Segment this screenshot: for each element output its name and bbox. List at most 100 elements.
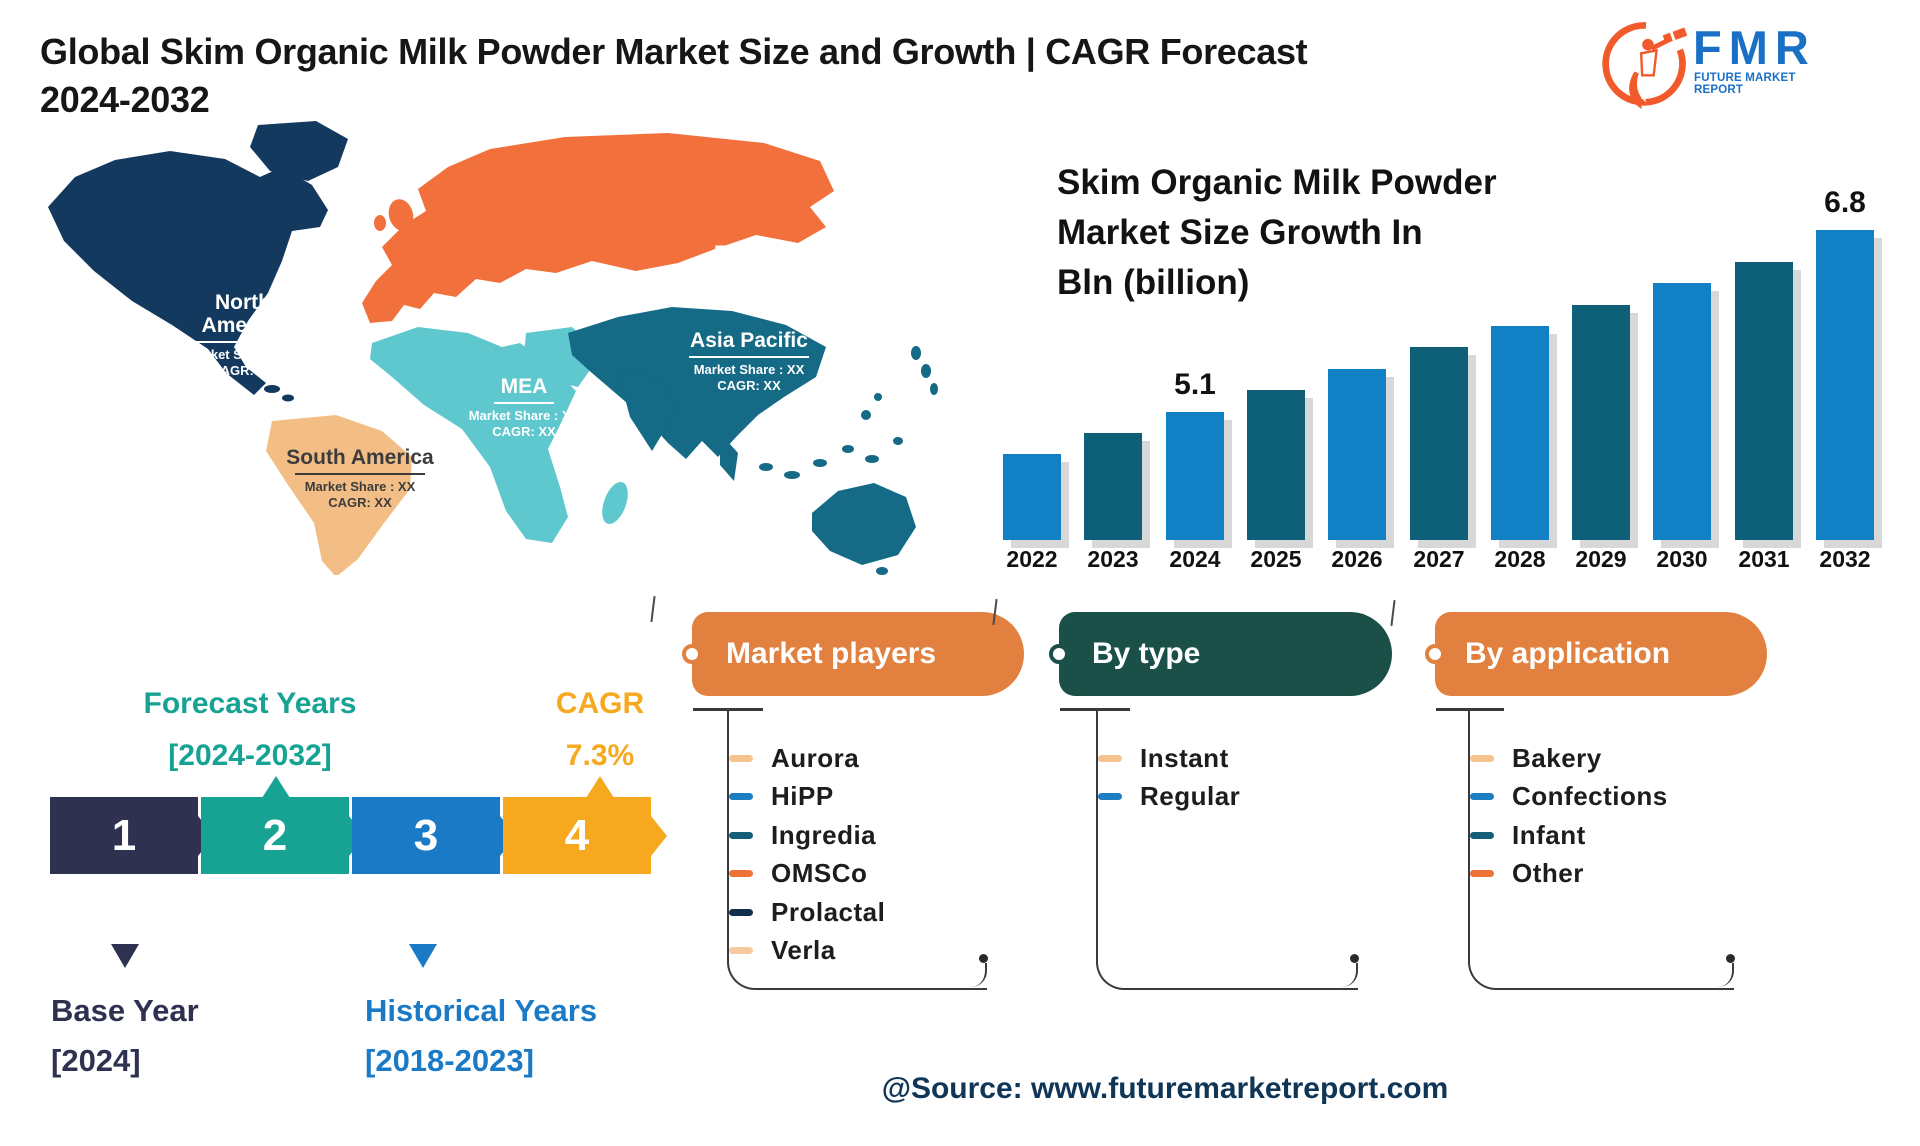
- region-market-share: Market Share : XX: [304, 478, 416, 494]
- cagr-arrow-up-icon: [586, 776, 614, 798]
- map-label-asia-pacific: Asia Pacific Market Share : XX CAGR: XX: [674, 329, 824, 394]
- pill-string: [650, 595, 656, 623]
- timeline-segment-number: 3: [413, 811, 439, 860]
- label-divider: [494, 402, 554, 404]
- base-year-callout: Base Year [2024]: [51, 986, 351, 1086]
- bar-2030: [1653, 283, 1711, 540]
- item-bullet-dash-icon: [729, 754, 753, 762]
- timeline-segment-2: 2: [201, 797, 365, 874]
- year-label-2025: 2025: [1250, 546, 1302, 572]
- section-item-list: Instant Regular: [1098, 743, 1241, 821]
- item-bullet-dash-icon: [1098, 793, 1122, 800]
- list-item: Aurora: [729, 743, 885, 773]
- section-bracket: [727, 708, 987, 990]
- forecast-years-callout: Forecast Years [2024-2032]: [70, 678, 430, 782]
- bar-value-label-2024: 5.1: [1174, 368, 1216, 401]
- bar-2027: [1410, 347, 1468, 540]
- list-item: Bakery: [1470, 742, 1668, 773]
- chevron-right-icon: [651, 816, 667, 856]
- brand-tagline: FUTURE MARKET REPORT: [1694, 72, 1796, 96]
- bar-2024: [1166, 412, 1224, 540]
- region-market-share: Market Share : XX: [468, 407, 580, 423]
- item-label: Prolactal: [771, 896, 886, 927]
- historical-years-label: Historical Years: [365, 993, 598, 1028]
- fmr-logo-icon: [1602, 22, 1688, 109]
- item-bullet-dash-icon: [729, 870, 753, 877]
- map-region-asia-pacific: [568, 307, 938, 575]
- map-region-south-america: [266, 415, 412, 577]
- item-bullet-dash-icon: [1470, 870, 1494, 877]
- bar-2028: [1491, 326, 1549, 540]
- bar-2022: [1003, 454, 1061, 540]
- list-item: HiPP: [729, 781, 885, 811]
- pill-string: [1390, 599, 1396, 627]
- bar-2032: [1816, 230, 1874, 540]
- region-market-share: Market Share : XX: [694, 274, 806, 290]
- bar-2026: [1328, 369, 1386, 540]
- region-cagr: CAGR: XX: [211, 362, 275, 378]
- base-year-range: [2024]: [51, 1043, 141, 1078]
- year-label-2027: 2027: [1413, 546, 1465, 572]
- item-label: Bakery: [1512, 742, 1602, 773]
- bracket-end-dot: [1350, 954, 1359, 963]
- bracket-end-dot: [979, 954, 988, 963]
- section-header-by-type: By type: [1059, 612, 1392, 696]
- bracket-hook: [969, 963, 987, 987]
- region-cagr: CAGR: XX: [492, 423, 556, 439]
- year-label-2026: 2026: [1331, 546, 1383, 572]
- list-item: Regular: [1098, 781, 1241, 811]
- list-item: Infant: [1470, 820, 1668, 850]
- item-label: OMSCo: [771, 858, 868, 888]
- region-name: North America: [201, 291, 285, 337]
- map-label-mea: MEA Market Share : XX CAGR: XX: [464, 375, 584, 440]
- section-title: By application: [1465, 637, 1671, 670]
- item-bullet-dash-icon: [729, 831, 753, 839]
- world-map: [20, 115, 940, 577]
- timeline-bar: 1 2 3 4: [50, 797, 667, 874]
- page-title: Global Skim Organic Milk Powder Market S…: [40, 31, 1308, 120]
- pill-ring-icon: [1049, 644, 1069, 664]
- bracket-end-dot: [1726, 954, 1735, 963]
- item-bullet-dash-icon: [1098, 754, 1122, 762]
- source-link[interactable]: @Source: www.futuremarketreport.com: [881, 1072, 1449, 1105]
- cagr-callout: CAGR 7.3%: [520, 678, 680, 782]
- item-label: Other: [1512, 858, 1584, 888]
- section-item-list: Aurora HiPP Ingredia OMSCo Prolactal Verla: [729, 743, 886, 975]
- label-divider: [295, 473, 425, 475]
- forecast-years-label: Forecast Years: [143, 687, 357, 720]
- bar-chart: 5.1 6.8: [1003, 186, 1903, 540]
- item-label: Regular: [1140, 781, 1241, 811]
- list-item: Confections: [1470, 781, 1668, 811]
- map-label-north-america: North America Market Share : XX CAGR: XX: [183, 291, 303, 379]
- map-region-north-america: [48, 121, 348, 402]
- historical-arrow-down-icon: [409, 944, 437, 968]
- bar-2029: [1572, 305, 1630, 540]
- section-bracket: [1468, 708, 1734, 990]
- list-item: OMSCo: [729, 858, 885, 888]
- region-cagr: CAGR: XX: [717, 377, 781, 393]
- base-year-label: Base Year: [51, 993, 199, 1028]
- section-header-by-application: By application: [1435, 612, 1767, 696]
- historical-years-callout: Historical Years [2018-2023]: [365, 986, 685, 1086]
- item-bullet-dash-icon: [729, 793, 753, 800]
- item-label: Verla: [771, 935, 836, 965]
- region-name: MEA: [500, 375, 548, 398]
- label-divider: [689, 356, 809, 358]
- fmr-logo: [1598, 10, 1694, 110]
- timeline-segment-4: 4: [503, 797, 667, 874]
- item-label: Ingredia: [771, 819, 877, 850]
- section-title: By type: [1092, 637, 1201, 670]
- item-label: HiPP: [771, 781, 834, 811]
- year-label-2024: 2024: [1169, 546, 1221, 572]
- list-item: Other: [1470, 858, 1668, 888]
- section-bracket: [1096, 708, 1358, 990]
- cagr-value: 7.3%: [565, 739, 635, 772]
- section-underline: [1060, 708, 1130, 711]
- item-bullet-dash-icon: [729, 908, 753, 916]
- year-label-2023: 2023: [1087, 546, 1139, 572]
- bar-chart-x-axis: 2022 2023 2024 2025 2026 2027 2028 2029 2030 2031…: [1003, 546, 1913, 576]
- bar-2025: [1247, 390, 1305, 540]
- year-label-2029: 2029: [1575, 546, 1627, 572]
- region-market-share: Market Share : XX: [187, 346, 299, 362]
